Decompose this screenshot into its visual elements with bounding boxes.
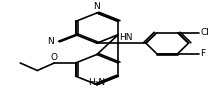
Text: HN: HN [119, 33, 133, 42]
Text: F: F [200, 49, 205, 58]
Text: O: O [51, 53, 58, 62]
Text: Cl: Cl [200, 28, 209, 37]
Text: N: N [94, 2, 100, 11]
Text: N: N [47, 37, 54, 46]
Text: H₂N: H₂N [88, 78, 105, 87]
